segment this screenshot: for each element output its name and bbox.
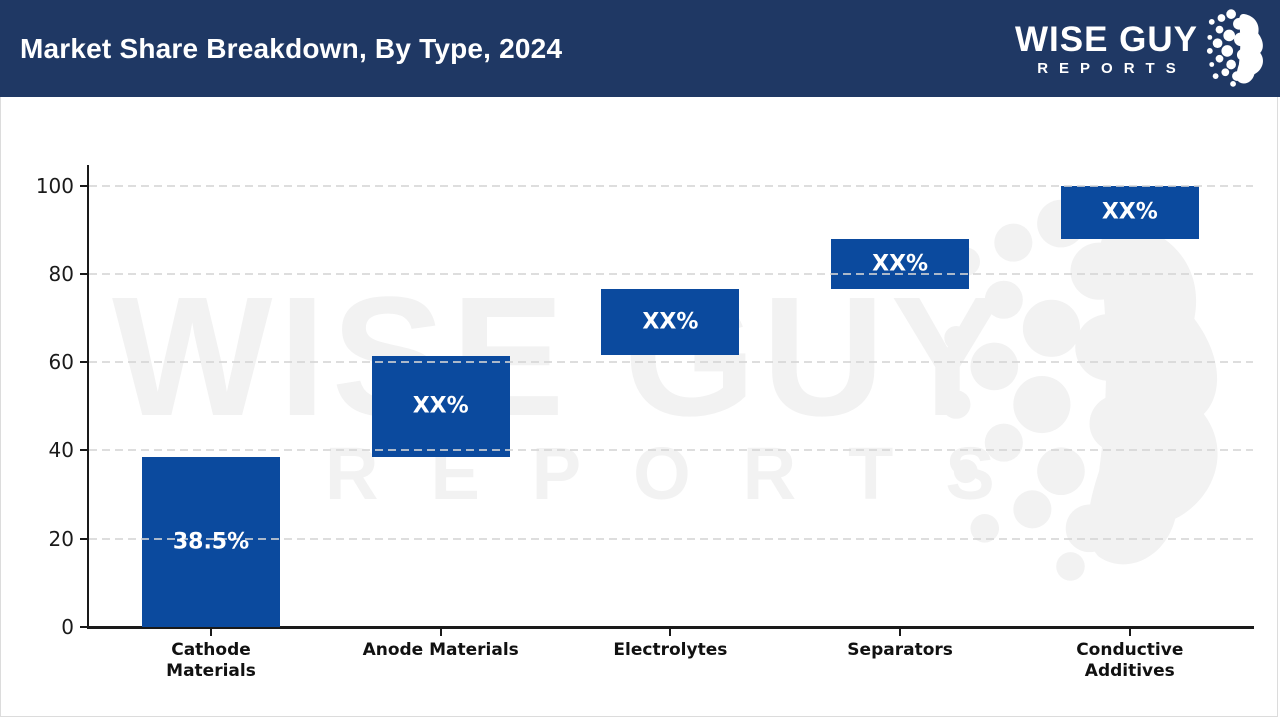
- y-tick: [80, 449, 87, 452]
- logo-wise-guy-label: WISE GUY: [1014, 19, 1198, 59]
- bar-separators: [831, 238, 970, 290]
- x-category-label-text: Anode Materials: [362, 640, 519, 660]
- head-logo-icon: [1206, 8, 1263, 87]
- watermark-head-icon: [941, 199, 1218, 581]
- x-category-label: Anode Materials: [346, 640, 536, 661]
- y-tick: [80, 361, 87, 364]
- y-tick: [80, 626, 87, 628]
- x-category-label: Cathode Materials: [116, 640, 306, 683]
- x-axis: [87, 626, 1254, 629]
- x-category-label-text: Electrolytes: [613, 640, 728, 660]
- wise-guy-logo: WISE GUY REPORTS: [1015, 8, 1266, 90]
- gridline-80: [89, 272, 1253, 275]
- y-tick-label: 0: [61, 615, 74, 639]
- wise-guy-logo-text: WISE GUY REPORTS: [1015, 22, 1198, 76]
- y-tick-label: 40: [48, 438, 74, 463]
- x-tick: [899, 629, 902, 636]
- y-tick: [80, 537, 87, 540]
- bar-cathode-materials: [142, 457, 280, 627]
- y-tick-label: 80: [48, 261, 74, 286]
- y-axis: [87, 165, 89, 629]
- x-category-label: Electrolytes: [575, 640, 765, 661]
- bar-value-label: 38.5%: [172, 529, 250, 555]
- x-tick: [210, 629, 212, 636]
- bar-value-label: XX%: [872, 251, 929, 277]
- bar-value-label: XX%: [642, 309, 699, 335]
- y-tick: [80, 184, 87, 187]
- x-tick: [439, 629, 442, 636]
- bar-value-label: XX%: [1101, 199, 1158, 225]
- bar-anode-materials: [371, 355, 510, 458]
- x-category-label-text: Cathode Materials: [166, 640, 256, 682]
- y-tick-label: 20: [48, 526, 74, 551]
- gridline-20: [89, 537, 1253, 540]
- x-category-label: Conductive Additives: [1035, 640, 1225, 683]
- x-tick: [1128, 629, 1131, 636]
- x-category-label: Separators: [805, 640, 995, 661]
- bar-conductive-additives: [1060, 185, 1199, 239]
- y-tick-label: 100: [35, 173, 74, 198]
- gridline-100: [89, 184, 1253, 187]
- x-tick: [669, 629, 672, 636]
- watermark-wise-guy: WISE GUY: [112, 262, 1011, 452]
- logo-reports-label: REPORTS: [1037, 59, 1187, 77]
- y-tick: [80, 272, 87, 275]
- gridline-60: [89, 361, 1253, 364]
- bar-electrolytes: [601, 289, 740, 356]
- gridline-40: [89, 449, 1253, 452]
- bar-value-label: XX%: [412, 393, 469, 419]
- x-category-label-text: Separators: [847, 640, 953, 660]
- header: Market Share Breakdown, By Type, 2024 WI…: [0, 0, 1280, 97]
- x-category-label-text: Conductive Additives: [1076, 640, 1184, 682]
- page-title: Market Share Breakdown, By Type, 2024: [20, 32, 563, 64]
- y-tick-label: 60: [48, 350, 74, 375]
